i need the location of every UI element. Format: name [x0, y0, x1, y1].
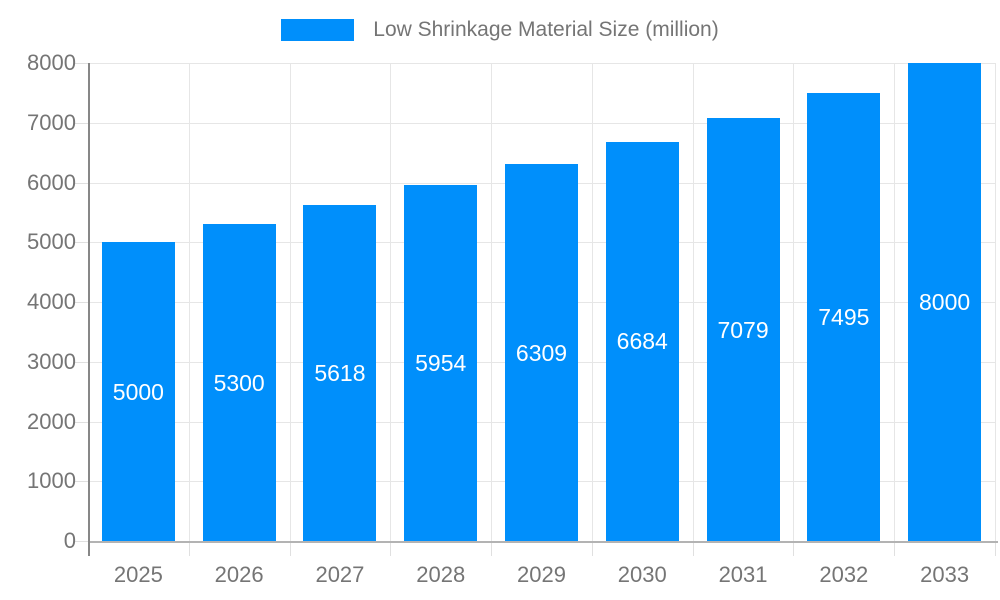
y-axis-line	[88, 63, 90, 556]
x-tick	[289, 541, 291, 556]
x-tick	[188, 541, 190, 556]
v-gridline	[591, 63, 593, 541]
bar-value-label: 7495	[818, 304, 870, 331]
y-axis-label: 7000	[27, 109, 76, 135]
y-tick	[74, 63, 88, 64]
x-axis-label: 2032	[819, 562, 869, 587]
bar[interactable]	[404, 185, 478, 541]
y-tick	[74, 122, 88, 124]
y-tick	[74, 421, 88, 423]
x-tick	[692, 541, 694, 556]
bar-value-label: 7079	[717, 316, 769, 343]
v-gridline	[491, 63, 493, 541]
v-gridline	[894, 63, 896, 541]
x-axis-label: 2026	[214, 562, 264, 587]
legend-label: Low Shrinkage Material Size (million)	[373, 18, 719, 41]
bar[interactable]	[101, 242, 175, 541]
bar-value-label: 5000	[112, 378, 164, 405]
bar[interactable]	[908, 63, 982, 541]
v-gridline	[793, 63, 795, 541]
bar-value-label: 6309	[515, 339, 568, 366]
y-tick	[74, 541, 88, 542]
x-axis-label: 2029	[517, 562, 566, 587]
y-tick	[74, 242, 88, 244]
y-axis-label: 0	[63, 528, 76, 553]
bar-value-label: 5300	[213, 369, 265, 396]
x-tick	[390, 541, 392, 556]
v-gridline	[289, 63, 291, 541]
bar[interactable]	[706, 118, 780, 541]
v-gridline	[188, 63, 190, 541]
bar[interactable]	[807, 93, 881, 541]
h-gridline	[88, 63, 995, 64]
h-gridline	[88, 122, 995, 124]
y-axis-label: 5000	[27, 229, 76, 255]
x-axis-line	[88, 541, 998, 543]
y-tick	[74, 361, 88, 363]
y-axis-label: 6000	[27, 169, 76, 195]
y-tick	[74, 302, 88, 303]
x-axis-label: 2031	[718, 562, 768, 587]
v-gridline	[390, 63, 392, 541]
bar[interactable]	[605, 141, 679, 541]
y-tick	[74, 481, 88, 483]
x-axis-label: 2027	[315, 562, 365, 587]
y-axis-label: 4000	[27, 289, 76, 314]
bar-value-label: 6684	[616, 328, 668, 355]
x-tick	[491, 541, 493, 556]
v-gridline	[692, 63, 694, 541]
bar[interactable]	[202, 224, 276, 541]
bar-value-label: 8000	[919, 289, 971, 315]
x-axis-label: 2030	[617, 562, 667, 587]
x-tick	[793, 541, 795, 556]
v-gridline	[995, 63, 996, 541]
x-tick	[995, 541, 996, 556]
x-tick	[591, 541, 593, 556]
x-axis-label: 2025	[113, 562, 163, 587]
bar[interactable]	[505, 164, 578, 541]
x-tick	[894, 541, 896, 556]
y-tick	[74, 182, 88, 184]
y-axis-label: 1000	[27, 468, 76, 494]
y-axis-label: 8000	[27, 50, 76, 75]
y-axis-label: 3000	[27, 348, 76, 374]
legend-swatch-icon	[281, 19, 355, 41]
legend: Low Shrinkage Material Size (million)	[0, 18, 1000, 42]
y-axis-label: 2000	[27, 408, 76, 434]
x-axis-label: 2033	[920, 562, 970, 587]
bar[interactable]	[303, 205, 377, 541]
bar-value-label: 5954	[415, 350, 467, 377]
legend-item[interactable]: Low Shrinkage Material Size (million)	[281, 18, 719, 42]
bar-value-label: 5618	[314, 360, 366, 387]
x-axis-label: 2028	[416, 562, 466, 587]
